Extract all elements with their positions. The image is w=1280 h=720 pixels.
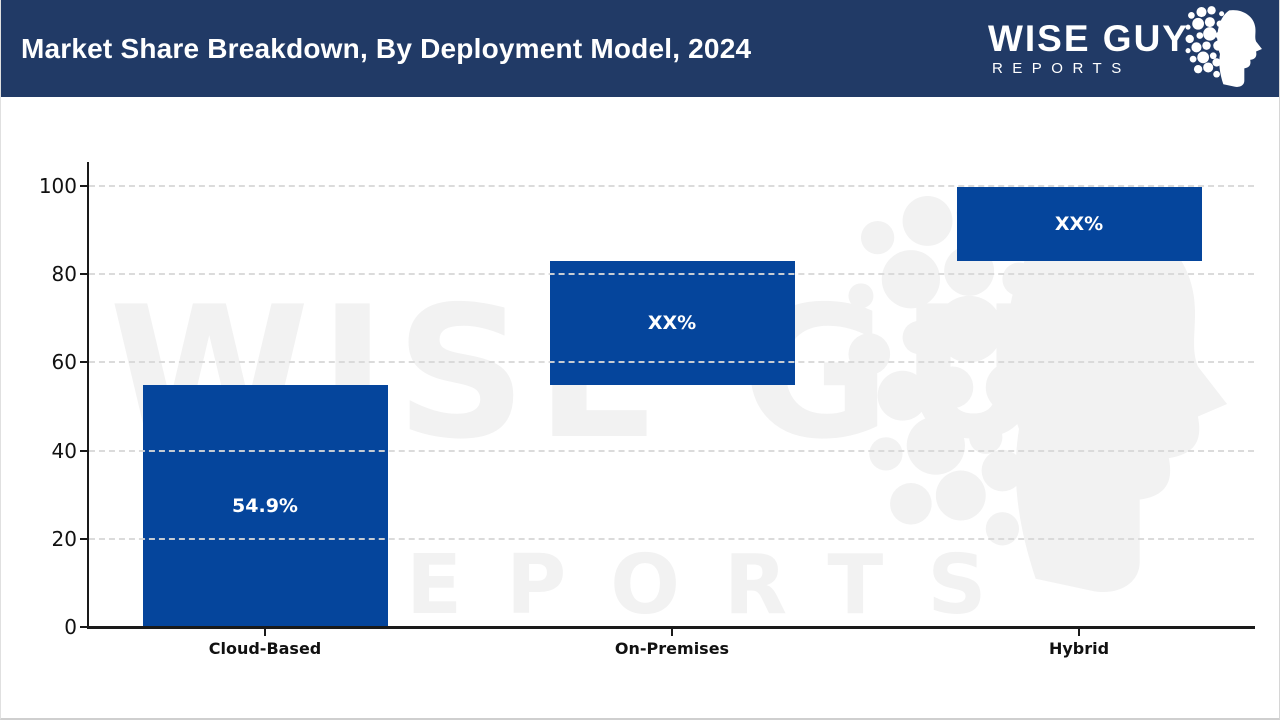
x-tick-mark: [264, 629, 266, 636]
header-bar: Market Share Breakdown, By Deployment Mo…: [1, 0, 1279, 97]
wiseguy-face-icon: [1185, 5, 1262, 87]
bar-on-premises: XX%: [549, 260, 795, 385]
gridline-20: [89, 537, 1254, 540]
y-tick-label: 100: [38, 174, 77, 198]
y-tick-label: 80: [51, 262, 77, 287]
page-title: Market Share Breakdown, By Deployment Mo…: [21, 32, 752, 64]
wiseguy-logo: WISE GUY REPORTS: [987, 5, 1267, 92]
y-tick-label: 20: [51, 526, 77, 551]
logo-wordmark: WISE GUY: [987, 18, 1189, 59]
bar-cloud-based: 54.9%: [142, 384, 388, 627]
y-tick-label: 60: [51, 350, 77, 375]
x-category-label: Hybrid: [1048, 639, 1110, 658]
y-tick-mark: [80, 537, 88, 540]
gridline-40: [89, 449, 1254, 452]
y-tick-label: 0: [64, 615, 77, 639]
y-tick-mark: [80, 185, 88, 187]
logo-subtitle: REPORTS: [991, 60, 1131, 77]
y-tick-mark: [80, 273, 88, 276]
gridline-80: [89, 273, 1254, 276]
x-category-label: Cloud-Based: [208, 639, 322, 658]
bar-value-label: 54.9%: [232, 494, 298, 517]
y-tick-mark: [80, 626, 88, 628]
gridline-60: [89, 361, 1254, 364]
gridline-100: [89, 185, 1254, 187]
bar-value-label: XX%: [1054, 213, 1104, 236]
bar-hybrid: XX%: [956, 187, 1202, 261]
x-tick-mark: [671, 629, 673, 636]
y-tick-mark: [80, 361, 88, 364]
x-axis-line: [87, 626, 1255, 629]
bar-value-label: XX%: [647, 311, 697, 334]
y-tick-label: 40: [51, 438, 77, 463]
wiseguy-logo-text: WISE GUY REPORTS: [987, 18, 1189, 78]
x-category-label: On-Premises: [614, 639, 730, 658]
y-axis-line: [87, 162, 89, 628]
watermark-subtitle: REPORTS: [299, 538, 1031, 633]
y-tick-mark: [80, 449, 88, 452]
x-tick-mark: [1078, 629, 1080, 636]
